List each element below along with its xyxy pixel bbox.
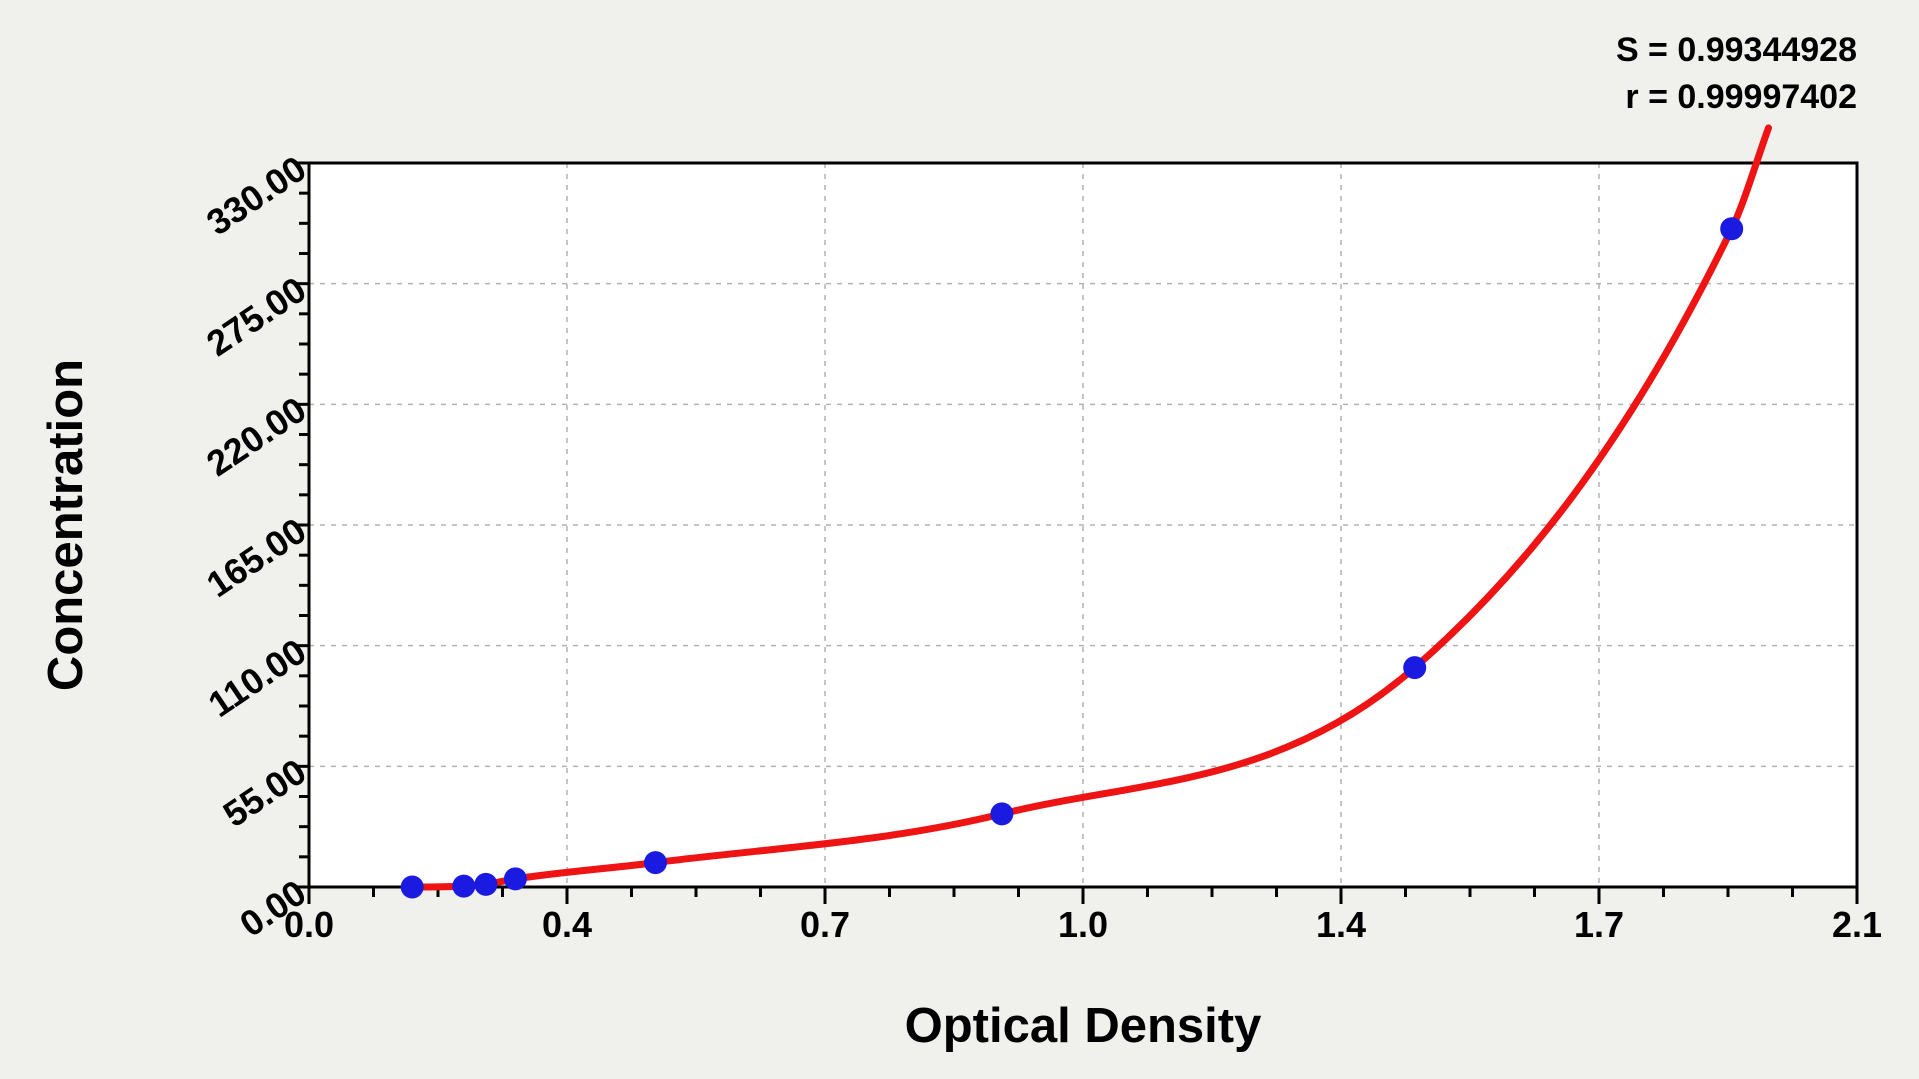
x-tick-label: 2.1 [1831, 904, 1883, 945]
data-point [400, 875, 424, 899]
x-tick-label: 1.4 [1315, 904, 1367, 945]
data-point [644, 851, 667, 875]
x-tick-label: 0.4 [541, 904, 593, 945]
x-axis-title: Optical Density [904, 999, 1262, 1053]
data-point [1403, 656, 1427, 680]
x-tick-label: 1.0 [1057, 904, 1109, 945]
data-point [1720, 217, 1744, 241]
x-tick-label: 0.7 [799, 904, 851, 945]
data-point [452, 874, 476, 898]
data-point [474, 872, 498, 896]
r-value-text: r = 0.99997402 [1625, 78, 1857, 116]
data-point [503, 867, 527, 891]
x-tick-label: 0.0 [283, 904, 335, 945]
x-tick-label: 1.7 [1573, 904, 1625, 945]
fit-statistics: S = 0.99344928 r = 0.99997402 [1616, 27, 1857, 121]
s-value-text: S = 0.99344928 [1615, 31, 1857, 69]
data-point [990, 802, 1014, 826]
y-axis-title: Concentration [39, 358, 93, 692]
